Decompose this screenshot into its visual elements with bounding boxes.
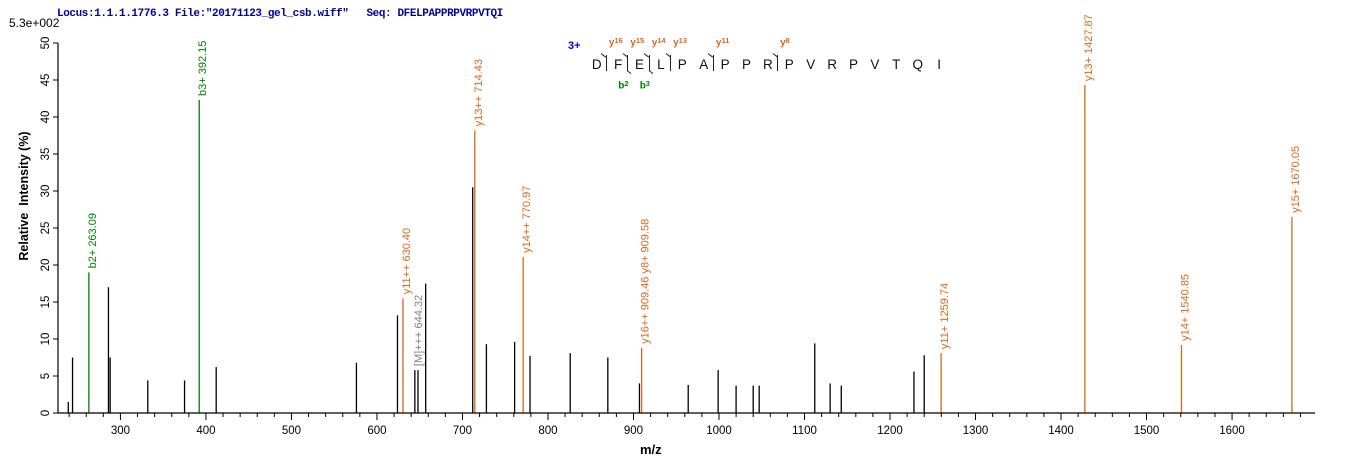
precursor-charge: 3+	[568, 40, 581, 52]
residue: P	[677, 57, 687, 72]
residue: P	[741, 57, 751, 72]
y-tick-label: 15	[40, 296, 52, 309]
x-tick-label: 1200	[877, 425, 903, 437]
residue: V	[870, 57, 880, 72]
x-tick-label: 1500	[1134, 425, 1160, 437]
y-tick-label: 35	[40, 148, 52, 161]
seq-label: Seq:	[366, 8, 392, 20]
peak-label: y13+ 1427.87	[1083, 14, 1095, 81]
y-ion-label: y8	[780, 36, 790, 49]
peak-label: y13++ 714.43	[473, 59, 485, 126]
x-tick-label: 900	[624, 425, 643, 437]
x-tick-label: 400	[196, 425, 215, 437]
intensity-scale-label: 5.3e+002	[9, 16, 60, 30]
b-ion-label: b2	[618, 79, 629, 92]
y-tick-label: 25	[40, 222, 52, 235]
residue: R	[827, 57, 837, 72]
fragment-divider	[772, 53, 779, 71]
x-tick-label: 1000	[706, 425, 732, 437]
y-tick-label: 30	[40, 185, 52, 198]
x-tick-label: 800	[538, 425, 557, 437]
x-tick-label: 700	[453, 425, 472, 437]
y-ion-label: y11	[715, 36, 730, 49]
x-axis-title: m/z	[640, 442, 662, 457]
spectrum-header: Locus:1.1.1.1776.3 File:"20171123_gel_cs…	[57, 8, 503, 20]
x-tick-label: 300	[111, 425, 130, 437]
x-tick-label: 500	[282, 425, 301, 437]
fragment-divider	[708, 53, 714, 71]
fragment-divider	[622, 53, 632, 74]
peak-label: y11+ 1259.74	[939, 283, 951, 349]
residue: F	[613, 57, 623, 72]
peak-label: b3+ 392.15	[197, 41, 209, 96]
residue: E	[634, 57, 644, 72]
y-ion-label: y16	[608, 36, 623, 49]
sequence-value: DFELPAPPRPVRPVTQI	[397, 8, 503, 20]
residue: P	[848, 57, 858, 72]
residue: P	[720, 57, 730, 72]
y-tick-label: 0	[40, 410, 52, 416]
y-tick-label: 50	[40, 37, 52, 50]
x-tick-label: 1300	[963, 425, 989, 437]
residue: P	[784, 57, 794, 72]
x-tick-label: 1100	[792, 425, 817, 437]
residue: D	[591, 57, 602, 72]
y-ion-label: y15	[630, 36, 645, 49]
residue: I	[937, 57, 941, 72]
y-tick-label: 5	[40, 373, 52, 379]
y-tick-label: 10	[40, 333, 52, 346]
residue: R	[763, 57, 773, 72]
x-tick-label: 600	[367, 425, 386, 437]
y-tick-label: 45	[40, 74, 52, 87]
residue: Q	[912, 57, 923, 72]
x-tick-label: 1600	[1219, 425, 1245, 437]
peak-label: y15+ 1670.05	[1290, 146, 1302, 213]
y-tick-label: 20	[40, 259, 52, 272]
peak-label: y16++ 909.46 y8+ 909.58	[640, 219, 652, 344]
y-tick-label: 40	[40, 111, 52, 124]
fragment-divider	[601, 53, 607, 71]
fragment-divider	[665, 53, 672, 71]
peak-label: [M]+++ 644.32	[413, 295, 425, 366]
residue: L	[657, 57, 665, 72]
peak-label: y11++ 630.40	[401, 228, 413, 294]
peak-label: y14+ 1540.85	[1179, 274, 1191, 341]
peak-label: b2+ 263.09	[87, 213, 99, 268]
peak-label: y14++ 770.97	[521, 186, 533, 253]
fragment-divider	[643, 53, 653, 74]
x-tick-label: 1400	[1048, 425, 1074, 437]
residue: T	[892, 57, 901, 72]
b-ion-label: b3	[639, 79, 650, 92]
residue: V	[806, 57, 816, 72]
y-ion-label: y14	[651, 36, 666, 49]
y-ion-label: y13	[673, 36, 687, 49]
residue: A	[699, 57, 709, 72]
locus-file-label: Locus:1.1.1.1776.3 File:"20171123_gel_cs…	[57, 8, 349, 20]
